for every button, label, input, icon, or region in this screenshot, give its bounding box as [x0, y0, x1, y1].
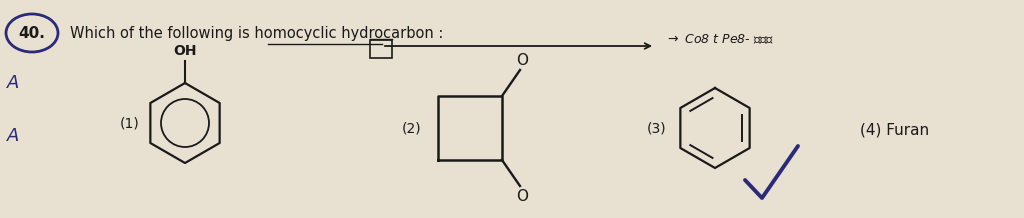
Text: OH: OH	[173, 44, 197, 58]
Text: (2): (2)	[402, 121, 422, 135]
Text: A: A	[7, 74, 19, 92]
Text: (3): (3)	[647, 121, 667, 135]
Text: 40.: 40.	[18, 26, 45, 41]
Text: Which of the following is homocyclic hydrocarbon :: Which of the following is homocyclic hyd…	[70, 26, 443, 41]
Text: $\rightarrow$ Co8 t Pe8- जली: $\rightarrow$ Co8 t Pe8- जली	[665, 33, 774, 47]
Text: A: A	[7, 127, 19, 145]
Text: O: O	[516, 189, 528, 203]
Text: (1): (1)	[120, 116, 140, 130]
Text: O: O	[516, 53, 528, 68]
Bar	[370, 40, 392, 58]
Text: (4) Furan: (4) Furan	[860, 123, 929, 138]
